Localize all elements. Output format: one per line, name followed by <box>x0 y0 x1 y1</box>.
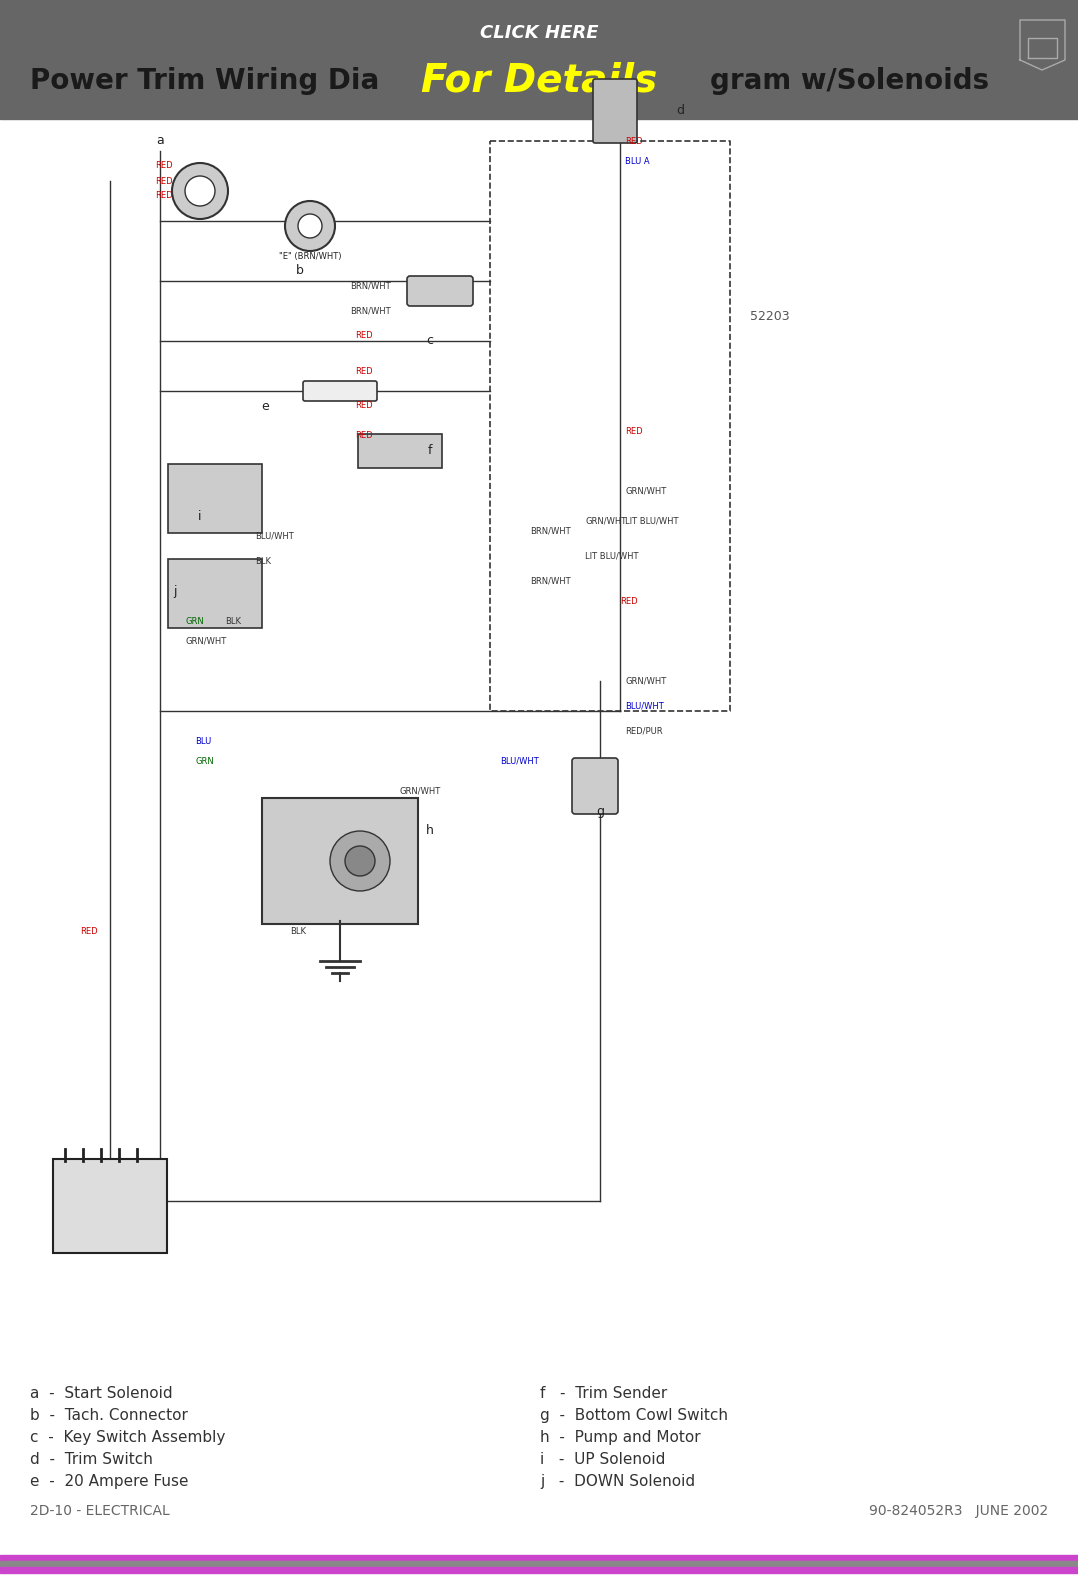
Text: Power Trim Wiring Dia: Power Trim Wiring Dia <box>30 66 379 95</box>
Text: GRN/WHT: GRN/WHT <box>585 517 626 525</box>
Text: GRN/WHT: GRN/WHT <box>400 786 441 795</box>
Text: RED: RED <box>155 161 172 171</box>
FancyBboxPatch shape <box>262 798 418 923</box>
Bar <box>0 1567 1078 1573</box>
Text: e: e <box>261 400 268 413</box>
Text: 90-824052R3   JUNE 2002: 90-824052R3 JUNE 2002 <box>869 1504 1048 1518</box>
Circle shape <box>330 832 390 892</box>
Text: RED: RED <box>620 596 637 606</box>
Circle shape <box>285 201 335 251</box>
Text: g: g <box>596 805 604 817</box>
Text: gram w/Solenoids: gram w/Solenoids <box>710 66 990 95</box>
Text: RED: RED <box>355 367 373 376</box>
Text: j: j <box>174 585 177 598</box>
Text: GRN/WHT: GRN/WHT <box>625 677 666 686</box>
Text: g  -  Bottom Cowl Switch: g - Bottom Cowl Switch <box>540 1409 728 1423</box>
Text: RED/PUR: RED/PUR <box>625 727 663 735</box>
Text: BLU/WHT: BLU/WHT <box>500 756 539 765</box>
Text: BLU A: BLU A <box>625 157 650 166</box>
Text: a  -  Start Solenoid: a - Start Solenoid <box>30 1387 172 1401</box>
Text: RED: RED <box>80 926 98 936</box>
Bar <box>0 1560 1078 1567</box>
Text: GRN: GRN <box>195 756 213 765</box>
Text: RED: RED <box>355 402 373 411</box>
Text: BRN/WHT: BRN/WHT <box>350 281 390 291</box>
Text: BLU/WHT: BLU/WHT <box>625 702 664 710</box>
Text: RED: RED <box>155 191 172 201</box>
FancyBboxPatch shape <box>407 277 473 307</box>
Text: "E" (BRN/WHT): "E" (BRN/WHT) <box>279 251 342 261</box>
FancyBboxPatch shape <box>53 1159 167 1254</box>
Text: BRN/WHT: BRN/WHT <box>530 526 570 536</box>
Text: BRN/WHT: BRN/WHT <box>350 307 390 316</box>
Circle shape <box>298 213 322 239</box>
Text: CLICK HERE: CLICK HERE <box>480 24 598 43</box>
Text: 2D-10 - ELECTRICAL: 2D-10 - ELECTRICAL <box>30 1504 169 1518</box>
FancyBboxPatch shape <box>303 381 377 402</box>
Text: BLK: BLK <box>225 617 241 626</box>
Text: BLU: BLU <box>195 737 211 746</box>
Text: i   -  UP Solenoid: i - UP Solenoid <box>540 1451 665 1467</box>
Text: h: h <box>426 825 434 838</box>
Text: GRN: GRN <box>185 617 204 626</box>
Text: BRN/WHT: BRN/WHT <box>530 577 570 585</box>
Text: f   -  Trim Sender: f - Trim Sender <box>540 1387 667 1401</box>
Text: GRN/WHT: GRN/WHT <box>625 487 666 495</box>
Text: d  -  Trim Switch: d - Trim Switch <box>30 1451 153 1467</box>
Text: For Details: For Details <box>420 62 658 100</box>
Circle shape <box>172 163 229 220</box>
Text: RED: RED <box>355 432 373 441</box>
Text: LIT BLU/WHT: LIT BLU/WHT <box>625 517 678 525</box>
Text: RED: RED <box>355 332 373 340</box>
Text: BLU/WHT: BLU/WHT <box>255 531 293 541</box>
Text: i: i <box>198 509 202 522</box>
Text: RED: RED <box>625 427 642 435</box>
Text: RED: RED <box>155 177 172 185</box>
Text: c: c <box>427 335 433 348</box>
Text: BLK: BLK <box>290 926 306 936</box>
Text: a: a <box>156 134 164 147</box>
Bar <box>0 119 1078 1380</box>
Text: c  -  Key Switch Assembly: c - Key Switch Assembly <box>30 1429 225 1445</box>
FancyBboxPatch shape <box>168 560 262 628</box>
Bar <box>0 1556 1078 1560</box>
FancyBboxPatch shape <box>593 79 637 142</box>
Text: j   -  DOWN Solenoid: j - DOWN Solenoid <box>540 1473 695 1489</box>
Text: RED: RED <box>625 136 642 145</box>
Text: LIT BLU/WHT: LIT BLU/WHT <box>585 552 638 561</box>
Bar <box>0 0 1078 119</box>
FancyBboxPatch shape <box>572 757 618 814</box>
FancyBboxPatch shape <box>168 463 262 533</box>
Text: b  -  Tach. Connector: b - Tach. Connector <box>30 1409 188 1423</box>
Circle shape <box>345 846 375 876</box>
Text: GRN/WHT: GRN/WHT <box>185 637 226 645</box>
Circle shape <box>185 175 215 206</box>
Text: BLK: BLK <box>255 557 271 566</box>
Text: h  -  Pump and Motor: h - Pump and Motor <box>540 1429 701 1445</box>
Text: e  -  20 Ampere Fuse: e - 20 Ampere Fuse <box>30 1473 189 1489</box>
FancyBboxPatch shape <box>358 435 442 468</box>
Text: b: b <box>296 264 304 278</box>
Text: d: d <box>676 104 685 117</box>
Text: f: f <box>428 444 432 457</box>
Text: 52203: 52203 <box>750 310 789 323</box>
